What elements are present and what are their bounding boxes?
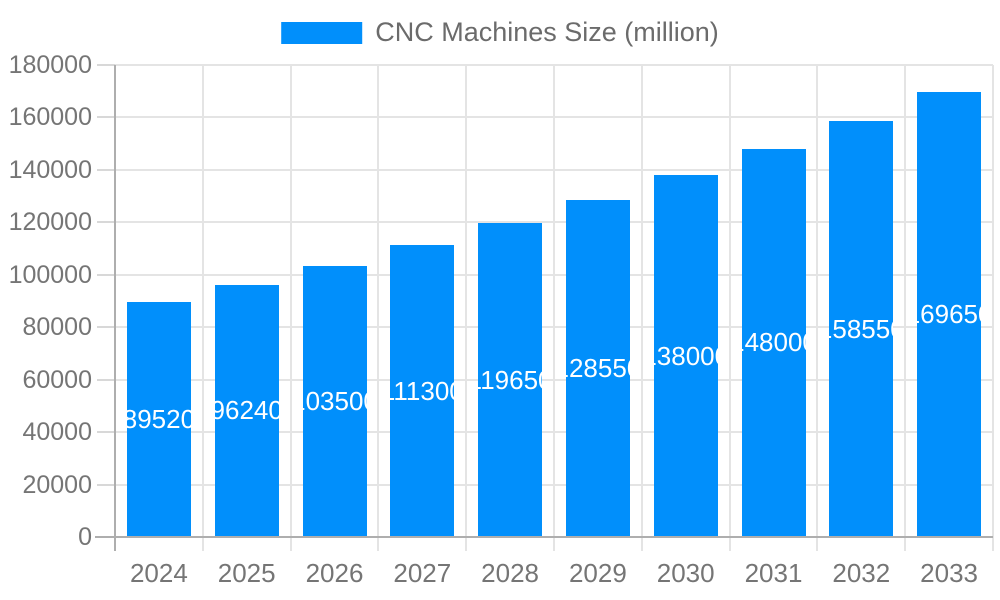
x-axis-line: [95, 536, 993, 538]
bar-2029[interactable]: 128550: [565, 199, 630, 537]
bar-value-label: 119650: [478, 364, 542, 395]
bar-2033[interactable]: 169650: [917, 92, 982, 537]
bar-value-label: 138000: [654, 340, 718, 371]
bar-value-label: 111300: [390, 375, 454, 406]
x-gridline: [816, 65, 819, 551]
y-tick-label: 40000: [22, 418, 92, 447]
bar-2030[interactable]: 138000: [653, 175, 718, 537]
x-tick-label: 2028: [481, 558, 539, 588]
y-tick-mark: [97, 326, 115, 329]
y-tick-label: 80000: [22, 313, 92, 342]
x-tick-label: 2030: [656, 558, 715, 588]
y-tick-mark: [97, 64, 115, 66]
y-tick-label: 180000: [8, 51, 92, 79]
y-tick-mark: [97, 378, 115, 381]
x-gridline: [640, 65, 643, 551]
y-tick-mark: [97, 483, 115, 486]
x-gridline: [904, 65, 907, 551]
bar-2032[interactable]: 158550: [829, 121, 894, 537]
y-axis-line: [114, 65, 116, 551]
bar-2028[interactable]: 119650: [478, 223, 543, 537]
x-tick-label: 2027: [393, 558, 452, 588]
x-tick-label: 2033: [920, 558, 978, 588]
bar-value-label: 89520: [126, 404, 191, 435]
x-gridline: [992, 65, 994, 551]
y-tick-label: 20000: [22, 470, 92, 499]
bar-2027[interactable]: 111300: [390, 245, 455, 537]
y-tick-mark: [97, 431, 115, 434]
x-gridline: [553, 65, 555, 551]
y-tick-label: 100000: [8, 260, 92, 289]
x-tick-label: 2029: [568, 558, 627, 588]
y-tick-mark: [97, 273, 115, 276]
bar-2031[interactable]: 148000: [741, 148, 806, 537]
x-gridline: [728, 65, 731, 551]
bar-2025[interactable]: 96240: [214, 284, 279, 537]
x-tick-label: 2025: [217, 558, 276, 588]
y-tick-label: 120000: [8, 208, 92, 237]
x-tick-label: 2031: [744, 558, 803, 588]
x-gridline: [201, 65, 204, 551]
y-tick-mark: [97, 116, 115, 119]
y-tick-label: 140000: [8, 155, 92, 184]
bar-2026[interactable]: 103500: [302, 265, 367, 537]
legend-swatch: [281, 21, 363, 44]
y-tick-label: 60000: [22, 365, 92, 394]
bar-value-label: 128550: [566, 352, 630, 383]
bar-2024[interactable]: 89520: [126, 302, 191, 537]
x-gridline: [289, 65, 292, 551]
bar-value-label: 96240: [214, 395, 279, 426]
y-tick-mark: [97, 221, 115, 224]
y-tick-mark: [97, 168, 115, 171]
x-tick-label: 2024: [129, 558, 188, 588]
x-tick-label: 2032: [832, 558, 891, 588]
x-gridline: [377, 65, 380, 551]
chart-legend[interactable]: CNC Machines Size (million): [281, 17, 719, 48]
bar-value-label: 148000: [742, 327, 806, 358]
y-tick-label: 0: [78, 523, 92, 551]
x-tick-label: 2026: [305, 558, 364, 588]
legend-label: CNC Machines Size (million): [375, 17, 719, 47]
y-tick-label: 160000: [8, 103, 92, 132]
bar-value-label: 158550: [829, 313, 893, 344]
x-gridline: [465, 65, 468, 551]
bar-value-label: 169650: [917, 299, 981, 330]
bar-value-label: 103500: [303, 385, 367, 416]
